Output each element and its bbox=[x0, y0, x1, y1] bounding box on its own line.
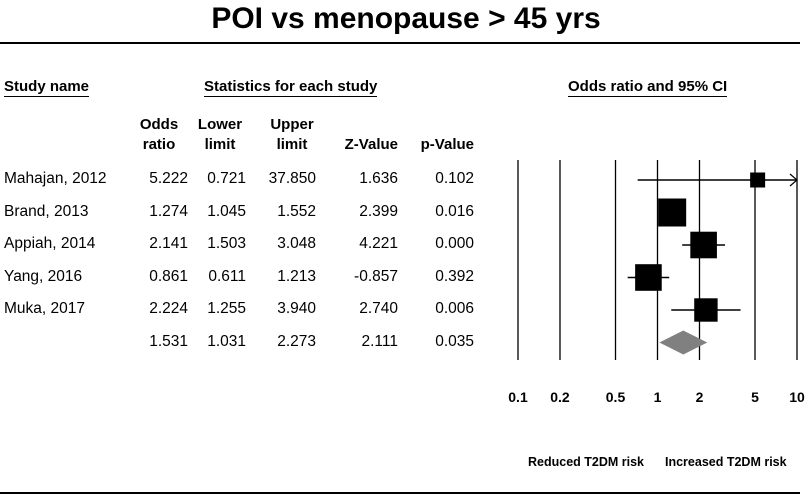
top-rule bbox=[0, 42, 800, 44]
column-header-line1: Odds bbox=[139, 116, 179, 133]
study-p-cell: 0.016 bbox=[435, 202, 474, 220]
footer-increased-risk: Increased T2DM risk bbox=[665, 455, 787, 469]
x-tick-label: 0.5 bbox=[606, 389, 626, 405]
study-or-cell: 2.224 bbox=[149, 300, 188, 317]
study-marker bbox=[690, 231, 717, 259]
study-name: Yang, 2016 bbox=[4, 267, 83, 285]
x-tick-label: 0.1 bbox=[508, 389, 528, 405]
x-tick-label: 5 bbox=[751, 389, 759, 405]
header-plot: Odds ratio and 95% CI bbox=[568, 78, 728, 97]
study-p-cell: 0.000 bbox=[435, 235, 474, 252]
header-statistics: Statistics for each study bbox=[204, 78, 378, 97]
bottom-rule bbox=[0, 492, 800, 494]
study-name: Mahajan, 2012 bbox=[4, 170, 107, 187]
column-header-lower: Lower limit bbox=[186, 115, 254, 155]
summary-diamond bbox=[659, 330, 708, 355]
study-upper-cell: 3.940 bbox=[277, 300, 316, 317]
column-header-upper: Upper limit bbox=[258, 115, 326, 155]
column-header-p: p-Value bbox=[394, 115, 474, 155]
header-study-name: Study name bbox=[4, 78, 90, 97]
study-marker bbox=[750, 172, 766, 188]
study-z-cell: 2.740 bbox=[359, 300, 398, 317]
study-upper-cell: 37.850 bbox=[268, 170, 316, 187]
study-name: Muka, 2017 bbox=[4, 300, 85, 317]
study-or-cell: 2.141 bbox=[149, 235, 188, 252]
study-marker bbox=[635, 264, 662, 291]
ci-arrow bbox=[789, 173, 798, 187]
column-header-line2: limit bbox=[204, 136, 236, 153]
study-z-cell: 2.399 bbox=[359, 202, 398, 220]
chart-title: POI vs menopause > 45 yrs bbox=[211, 2, 601, 35]
study-lower-cell: 1.045 bbox=[207, 202, 246, 220]
study-lower-cell: 0.721 bbox=[207, 170, 246, 187]
column-header-line2: Z-Value bbox=[344, 136, 398, 153]
study-lower-cell: 0.611 bbox=[208, 267, 246, 285]
summary-or-cell: 1.531 bbox=[149, 332, 188, 350]
x-tick-label: 10 bbox=[789, 389, 805, 405]
study-marker bbox=[658, 198, 687, 227]
study-or-cell: 1.274 bbox=[149, 202, 188, 220]
study-z-cell: -0.857 bbox=[354, 267, 398, 285]
column-header-line2: limit bbox=[276, 136, 308, 153]
study-upper-cell: 1.552 bbox=[277, 202, 316, 220]
summary-z-cell: 2.111 bbox=[361, 332, 399, 350]
column-header-z: Z-Value bbox=[318, 115, 398, 155]
study-lower-cell: 1.255 bbox=[207, 300, 246, 317]
column-header-line2: ratio bbox=[142, 136, 176, 153]
column-header-or: Odds ratio bbox=[130, 115, 188, 155]
study-marker bbox=[694, 298, 718, 322]
column-header-line2: p-Value bbox=[420, 136, 474, 153]
summary-p-cell: 0.035 bbox=[435, 332, 474, 350]
study-name: Appiah, 2014 bbox=[4, 235, 96, 252]
x-tick-label: 2 bbox=[696, 389, 704, 405]
column-header-line1: Upper bbox=[270, 116, 314, 133]
column-header-line1: Lower bbox=[197, 116, 243, 133]
x-tick-label: 1 bbox=[654, 389, 662, 405]
study-lower-cell: 1.503 bbox=[207, 235, 246, 252]
study-name: Brand, 2013 bbox=[4, 202, 89, 220]
study-upper-cell: 1.213 bbox=[277, 267, 316, 285]
study-z-cell: 1.636 bbox=[359, 170, 398, 187]
study-p-cell: 0.102 bbox=[435, 170, 474, 187]
study-or-cell: 5.222 bbox=[149, 170, 188, 187]
summary-lower-cell: 1.031 bbox=[207, 332, 246, 350]
study-p-cell: 0.006 bbox=[435, 300, 474, 317]
study-z-cell: 4.221 bbox=[359, 235, 398, 252]
x-tick-label: 0.2 bbox=[550, 389, 570, 405]
footer-reduced-risk: Reduced T2DM risk bbox=[528, 455, 645, 469]
study-upper-cell: 3.048 bbox=[277, 235, 316, 252]
summary-upper-cell: 2.273 bbox=[277, 332, 316, 350]
study-p-cell: 0.392 bbox=[435, 267, 474, 285]
study-or-cell: 0.861 bbox=[149, 267, 188, 285]
